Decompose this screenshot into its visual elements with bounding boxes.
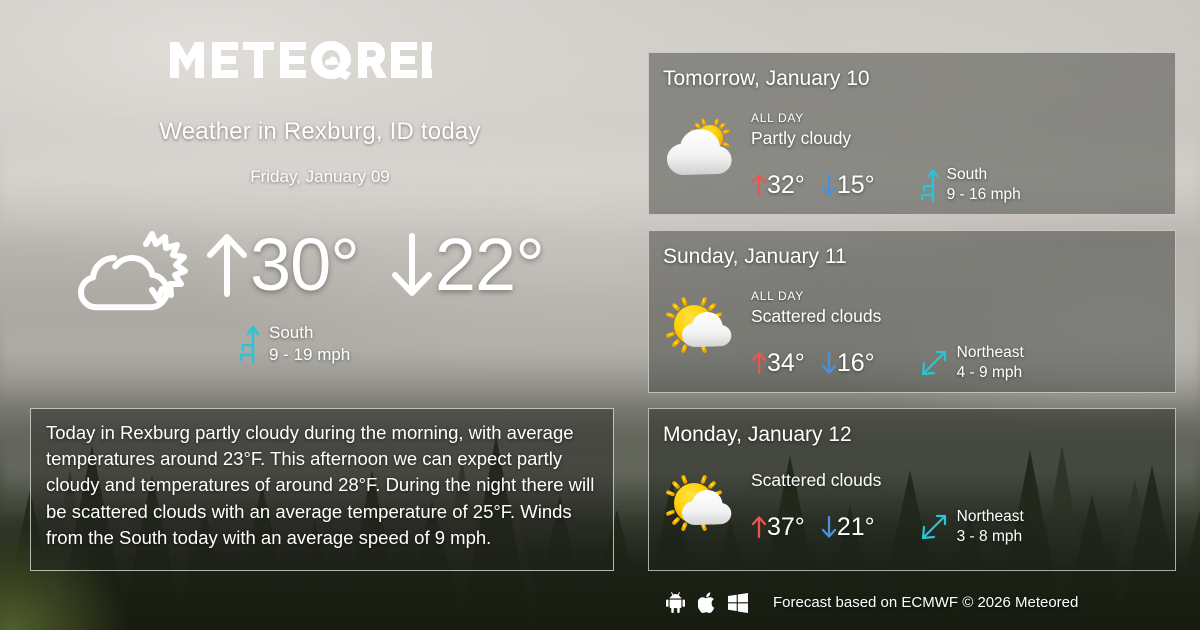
wind-direction-south-icon [239,325,260,363]
scattered-clouds-icon [664,295,732,355]
forecast-card-sunday[interactable]: Sunday, January 11 [648,230,1176,393]
forecast-wind: Northeast 3 - 8 mph [919,507,1024,547]
today-wind-text: South 9 - 19 mph [269,322,350,366]
forecast-wind-speed: 4 - 9 mph [956,364,1023,382]
forecast-condition: Scattered clouds [751,470,882,490]
meteored-logo[interactable] [170,40,432,80]
windows-icon[interactable] [728,592,748,613]
forecast-card-monday[interactable]: Monday, January 12 [648,408,1176,571]
today-wind-speed: 9 - 19 mph [269,344,351,364]
forecast-wind-speed: 3 - 8 mph [956,528,1023,546]
arrow-up-icon [207,234,247,297]
arrow-down-icon [821,515,836,538]
wind-direction-south-icon [920,169,939,203]
wind-direction-northeast-icon [921,351,946,376]
forecast-wind-direction: Northeast [956,508,1024,525]
forecast-min-temp: 21° [836,512,875,541]
today-temperature-range: 30° 22° [204,223,545,306]
forecast-condition: Partly cloudy [751,128,852,148]
today-max-temp: 30° [250,223,360,306]
forecast-condition: Scattered clouds [751,306,882,326]
today-wind: South 9 - 19 mph [238,322,350,366]
arrow-up-icon [751,352,767,375]
forecast-max-temp: 34° [767,348,805,377]
partly-cloudy-outline-icon [78,231,188,311]
forecast-day-label: Tomorrow, January 10 [663,67,870,90]
forecast-wind: South 9 - 16 mph [919,165,1021,205]
arrow-up-icon [751,516,767,539]
forecast-wind-direction: South [946,166,988,183]
forecast-day-label: Sunday, January 11 [663,245,847,268]
forecast-max-temp: 32° [767,170,805,199]
today-description: Today in Rexburg partly cloudy during th… [30,408,614,571]
forecast-wind-speed: 9 - 16 mph [946,186,1021,204]
today-summary-row: 30° 22° [78,218,545,340]
meteored-cloud-logo [170,41,432,80]
forecast-card-tomorrow[interactable]: Tomorrow, January 10 [648,52,1176,215]
arrow-up-icon [751,174,767,197]
today-date: Friday, January 09 [250,167,390,186]
forecast-wind-direction: Northeast [956,344,1024,361]
page-title: Weather in Rexburg, ID today [159,118,481,145]
forecast-period-label: ALL DAY [751,111,804,125]
scattered-clouds-icon [664,473,732,533]
background-haze [0,430,1200,520]
forecast-temperature-range: 37° 21° [751,513,875,542]
footer: Forecast based on ECMWF © 2026 Meteored [648,592,1176,613]
arrow-down-icon [821,173,836,196]
forecast-period-label: ALL DAY [751,289,804,303]
wind-direction-northeast-icon [921,515,946,540]
android-icon[interactable] [666,592,685,613]
today-panel: Weather in Rexburg, ID today Friday, Jan… [30,40,614,571]
apple-icon[interactable] [698,592,715,613]
footer-credit: Forecast based on ECMWF © 2026 Meteored [773,594,1079,611]
today-min-temp: 22° [434,223,545,306]
forecast-min-temp: 16° [836,348,875,377]
background-foliage [0,525,130,630]
forecast-max-temp: 37° [767,512,805,541]
forecast-day-label: Monday, January 12 [663,423,852,446]
forecast-temperature-range: 34° 16° [751,349,875,378]
forecast-min-temp: 15° [836,170,875,199]
arrow-down-icon [821,351,836,374]
partly-cloudy-icon [667,117,732,175]
today-wind-direction: South [269,323,314,342]
arrow-down-icon [391,233,432,296]
forecast-temperature-range: 32° 15° [751,171,875,200]
forecast-wind: Northeast 4 - 9 mph [919,343,1024,383]
